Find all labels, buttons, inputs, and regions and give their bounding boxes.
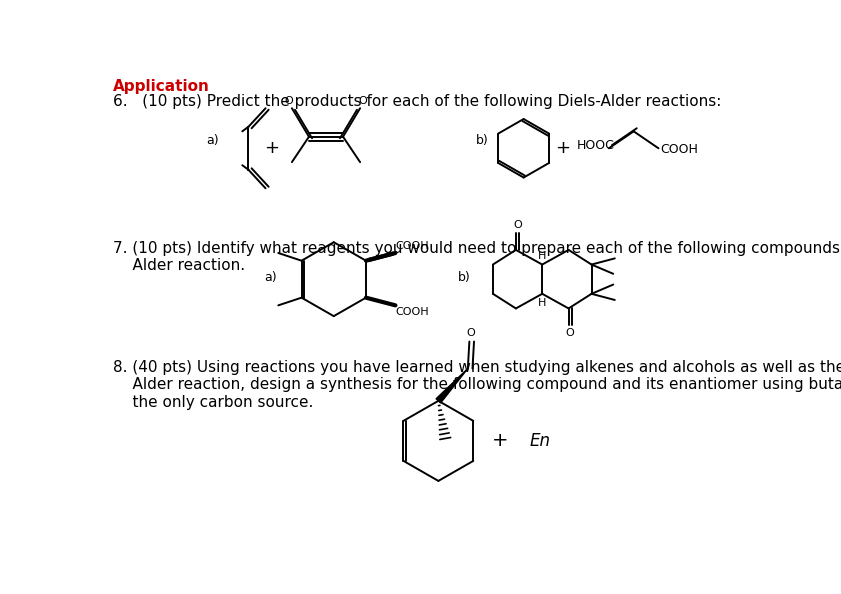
Text: O: O — [467, 328, 475, 338]
Text: COOH: COOH — [660, 143, 698, 156]
Text: H: H — [538, 251, 547, 261]
Text: 7. (10 pts) Identify what reagents you would need to prepare each of the followi: 7. (10 pts) Identify what reagents you w… — [113, 241, 841, 273]
Text: +: + — [492, 431, 509, 450]
Text: O: O — [359, 96, 368, 106]
Text: 6.   (10 pts) Predict the products for each of the following Diels-Alder reactio: 6. (10 pts) Predict the products for eac… — [113, 94, 722, 109]
Text: a): a) — [264, 271, 277, 284]
Text: COOH: COOH — [395, 307, 429, 317]
Text: O: O — [284, 96, 294, 106]
Text: Application: Application — [113, 79, 209, 94]
Text: +: + — [555, 139, 570, 157]
Polygon shape — [436, 368, 468, 403]
Text: b): b) — [475, 134, 489, 147]
Text: b): b) — [458, 271, 470, 284]
Text: 8. (40 pts) Using reactions you have learned when studying alkenes and alcohols : 8. (40 pts) Using reactions you have lea… — [113, 360, 841, 410]
Text: En: En — [530, 432, 551, 450]
Text: +: + — [264, 139, 279, 157]
Text: H: H — [538, 298, 547, 308]
Text: a): a) — [206, 134, 219, 147]
Text: HOOC: HOOC — [576, 140, 614, 153]
Text: COOH: COOH — [395, 241, 429, 251]
Text: O: O — [566, 328, 574, 339]
Text: O: O — [513, 220, 521, 230]
